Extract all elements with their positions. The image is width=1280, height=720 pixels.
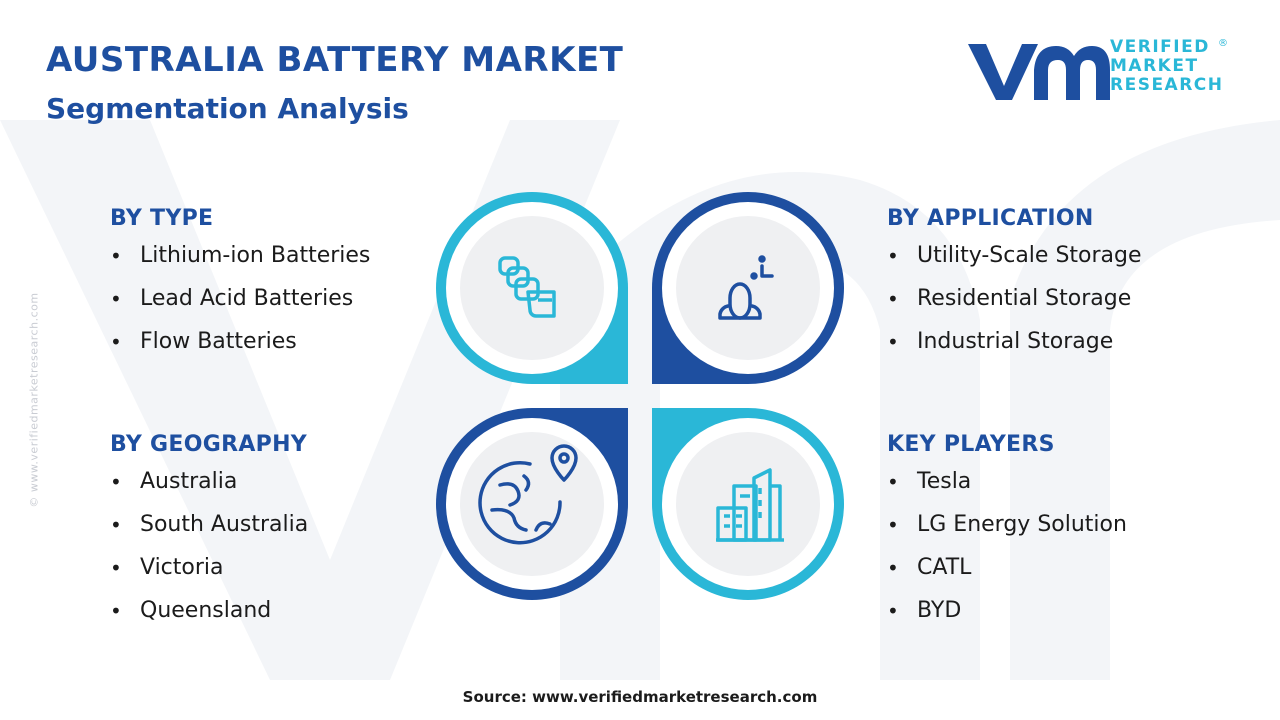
segment-title-type: BY TYPE xyxy=(110,206,214,231)
segment-title-geography: BY GEOGRAPHY xyxy=(110,432,308,457)
logo-wordmark: VERIFIED MARKET RESEARCH xyxy=(1110,38,1224,95)
side-credit: © www.verifiedmarketresearch.com xyxy=(27,292,41,508)
segment-key-players: KEY PLAYERS Tesla LG Energy Solution CAT… xyxy=(887,432,1127,639)
segment-list-geography: Australia South Australia Victoria Queen… xyxy=(110,467,308,639)
user-storage-icon xyxy=(718,255,774,320)
segment-petal-graphic xyxy=(436,192,844,600)
battery-cells-icon xyxy=(498,256,556,318)
petal-bottom-right xyxy=(652,408,844,600)
segment-by-type: BY TYPE Lithium-ion Batteries Lead Acid … xyxy=(110,206,370,370)
globe-location-icon xyxy=(478,444,578,545)
segment-list-application: Utility-Scale Storage Residential Storag… xyxy=(887,241,1142,370)
source-credit: Source: www.verifiedmarketresearch.com xyxy=(462,688,818,706)
logo-line-research: RESEARCH xyxy=(1110,75,1224,95)
city-buildings-icon xyxy=(716,468,784,542)
list-item: South Australia xyxy=(110,510,308,553)
segment-list-type: Lithium-ion Batteries Lead Acid Batterie… xyxy=(110,241,370,370)
list-item: LG Energy Solution xyxy=(887,510,1127,553)
list-item: Utility-Scale Storage xyxy=(887,241,1142,284)
list-item: Tesla xyxy=(887,467,1127,510)
logo-line-market: MARKET xyxy=(1110,56,1199,76)
segment-by-geography: BY GEOGRAPHY Australia South Australia V… xyxy=(110,432,308,639)
list-item: Lithium-ion Batteries xyxy=(110,241,370,284)
petal-top-left xyxy=(436,192,628,384)
list-item: Residential Storage xyxy=(887,284,1142,327)
vmr-logo xyxy=(968,44,1110,100)
page-subtitle: Segmentation Analysis xyxy=(46,92,409,125)
segment-title-application: BY APPLICATION xyxy=(887,206,1094,231)
registered-mark: ® xyxy=(1218,38,1228,49)
segment-list-key-players: Tesla LG Energy Solution CATL BYD xyxy=(887,467,1127,639)
list-item: Lead Acid Batteries xyxy=(110,284,370,327)
list-item: Queensland xyxy=(110,596,308,639)
page-title: AUSTRALIA BATTERY MARKET xyxy=(46,40,624,80)
list-item: Industrial Storage xyxy=(887,327,1142,370)
list-item: BYD xyxy=(887,596,1127,639)
list-item: Victoria xyxy=(110,553,308,596)
petal-bottom-left xyxy=(436,408,628,600)
segment-title-key-players: KEY PLAYERS xyxy=(887,432,1055,457)
list-item: Flow Batteries xyxy=(110,327,370,370)
list-item: CATL xyxy=(887,553,1127,596)
list-item: Australia xyxy=(110,467,308,510)
segment-by-application: BY APPLICATION Utility-Scale Storage Res… xyxy=(887,206,1142,370)
logo-line-verified: VERIFIED xyxy=(1110,37,1210,57)
